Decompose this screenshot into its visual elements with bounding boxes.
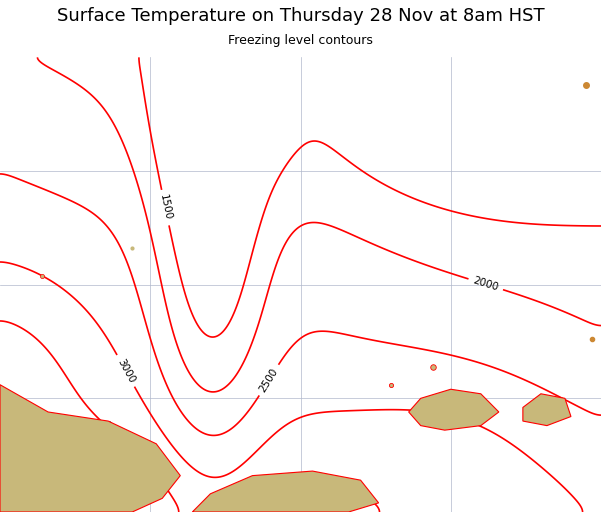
Polygon shape bbox=[409, 389, 499, 430]
Polygon shape bbox=[192, 471, 379, 512]
Text: 3500: 3500 bbox=[330, 481, 358, 498]
Text: 2000: 2000 bbox=[472, 275, 499, 293]
Polygon shape bbox=[523, 394, 571, 425]
Text: 2500: 2500 bbox=[258, 366, 280, 394]
Text: 3000: 3000 bbox=[115, 357, 136, 385]
Text: 3500: 3500 bbox=[101, 420, 127, 445]
Text: 4000: 4000 bbox=[78, 473, 105, 496]
Polygon shape bbox=[0, 385, 180, 512]
Text: 1500: 1500 bbox=[157, 194, 173, 222]
Text: Surface Temperature on Thursday 28 Nov at 8am HST: Surface Temperature on Thursday 28 Nov a… bbox=[56, 7, 545, 25]
Text: Freezing level contours: Freezing level contours bbox=[228, 34, 373, 47]
